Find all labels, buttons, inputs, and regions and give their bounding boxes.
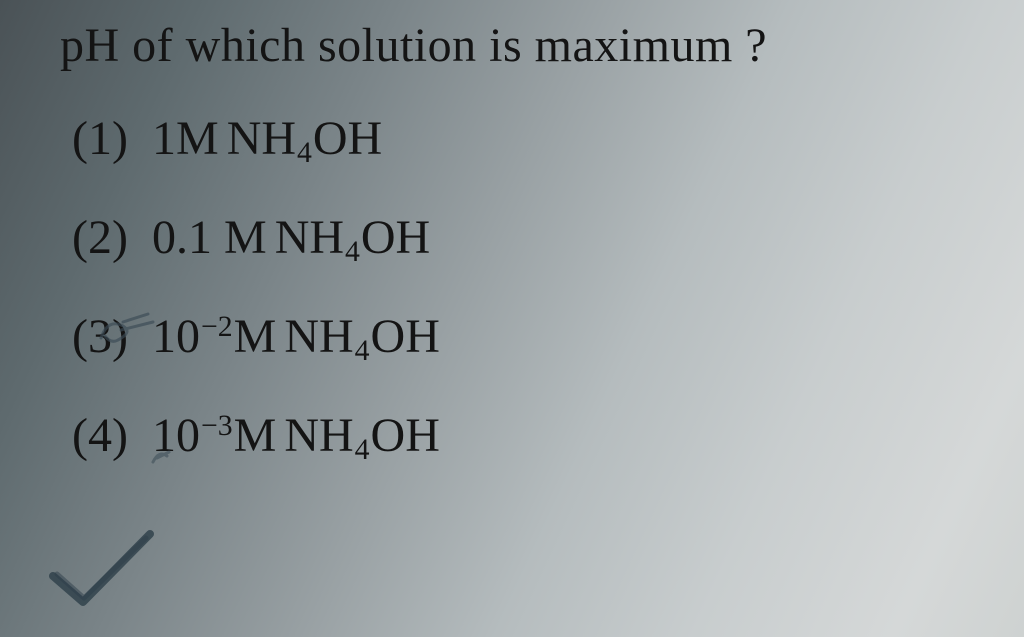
option-3-exp: −2 [201, 310, 233, 344]
option-4-formula: 10−3 M NH4OH [152, 408, 440, 463]
option-2-species: NH4OH [275, 210, 431, 265]
option-4-number: (4) [72, 408, 152, 463]
pencil-tick-icon [48, 530, 158, 610]
option-3-exp-prefix: 10 [152, 309, 200, 364]
option-1-conc: 1M [152, 111, 219, 166]
option-2-number: (2) [72, 210, 152, 265]
option-3-unit: M [234, 309, 277, 364]
option-1-formula: 1M NH4OH [152, 111, 382, 166]
option-4-exp-prefix: 10 [152, 408, 200, 463]
option-3-species: NH4OH [284, 309, 440, 364]
option-3-formula: 10−2 M NH4OH [152, 309, 440, 364]
option-1-species: NH4OH [227, 111, 383, 166]
options-list: (1) 1M NH4OH (2) 0.1 M NH4OH (3) 10−2 M [60, 111, 960, 463]
option-2: (2) 0.1 M NH4OH [72, 210, 960, 265]
option-4-unit: M [234, 408, 277, 463]
option-4: (4) 10−3 M NH4OH [72, 408, 960, 463]
exam-question-block: pH of which solution is maximum ? (1) 1M… [60, 18, 960, 463]
option-3: (3) 10−2 M NH4OH [72, 309, 960, 364]
option-1: (1) 1M NH4OH [72, 111, 960, 166]
option-3-number: (3) [72, 309, 152, 364]
option-2-conc: 0.1 M [152, 210, 267, 265]
question-text: pH of which solution is maximum ? [60, 18, 960, 73]
option-4-species: NH4OH [284, 408, 440, 463]
option-4-exp: −3 [201, 409, 233, 443]
option-2-formula: 0.1 M NH4OH [152, 210, 430, 265]
option-1-number: (1) [72, 111, 152, 166]
